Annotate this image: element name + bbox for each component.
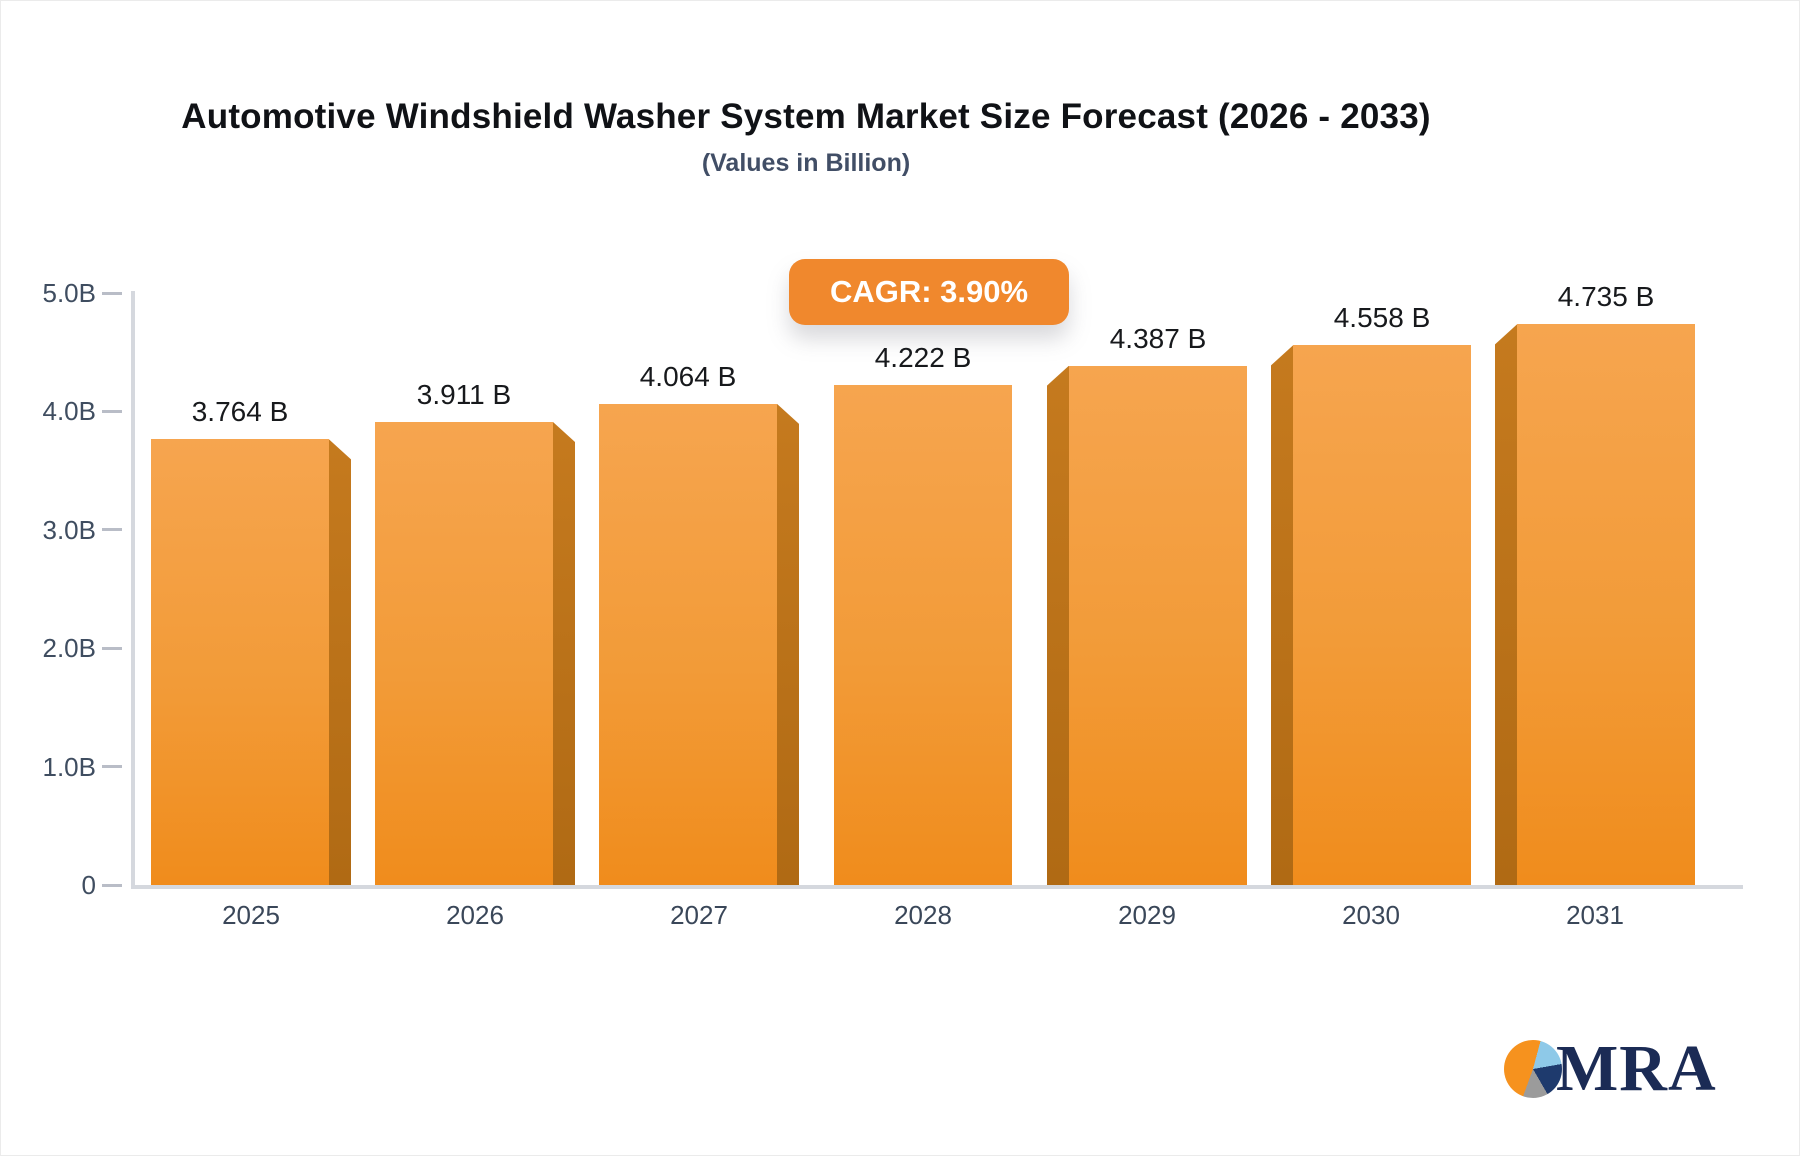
bar-2027: [599, 403, 777, 885]
bar-value-label: 3.911 B: [416, 378, 512, 410]
x-axis-label: 2028: [894, 900, 952, 930]
bar-2026: [375, 421, 553, 885]
bar-2029: [1069, 365, 1247, 885]
bar-side-face: [553, 421, 575, 885]
cagr-badge: CAGR: 3.90%: [789, 259, 1069, 325]
bar-2028: [834, 385, 1012, 885]
x-axis-label: 2027: [670, 900, 728, 930]
y-axis-label: 2.0B: [42, 633, 97, 664]
y-axis-label: 0: [81, 870, 96, 900]
x-axis-label: 2026: [446, 900, 504, 930]
y-axis-tick: [102, 883, 122, 887]
bar-value-label: 4.558 B: [1333, 302, 1431, 334]
y-axis-tick: [102, 646, 122, 650]
bar-value-label: 4.735 B: [1557, 281, 1655, 313]
logo-text: MRA: [1556, 1032, 1717, 1105]
y-axis-label: 3.0B: [42, 514, 97, 545]
mra-logo: MRA: [1504, 1033, 1717, 1105]
y-axis-line: [131, 291, 135, 889]
x-axis-label: 2030: [1342, 900, 1400, 930]
bar-value-label: 4.387 B: [1109, 322, 1207, 354]
y-axis-label: 4.0B: [42, 396, 97, 427]
x-axis-label: 2025: [222, 900, 280, 930]
bar-side-face: [329, 439, 351, 885]
bar-side-face: [1271, 345, 1293, 885]
x-axis-line: [131, 885, 1743, 889]
x-axis-label: 2031: [1566, 900, 1624, 930]
bar-value-label: 3.764 B: [191, 396, 289, 428]
bar-2025: [151, 439, 329, 885]
y-axis-tick: [102, 528, 122, 532]
bar-side-face: [1495, 324, 1517, 885]
bar-value-label: 4.222 B: [874, 342, 972, 374]
y-axis-label: 5.0B: [42, 278, 97, 308]
y-axis-label: 1.0B: [42, 751, 97, 782]
y-axis-tick: [102, 409, 122, 413]
chart-title: Automotive Windshield Washer System Mark…: [181, 97, 1431, 136]
y-axis-tick: [102, 765, 122, 769]
bar-side-face: [777, 403, 799, 885]
bar-2031: [1517, 324, 1695, 885]
y-axis-tick: [102, 291, 122, 295]
bar-2030: [1293, 345, 1471, 885]
chart-subtitle: (Values in Billion): [701, 149, 911, 177]
pie-chart-logo-icon: [1504, 1040, 1562, 1098]
bar-value-label: 4.064 B: [639, 360, 737, 392]
x-axis-label: 2029: [1118, 900, 1176, 930]
bar-side-face: [1047, 365, 1069, 885]
